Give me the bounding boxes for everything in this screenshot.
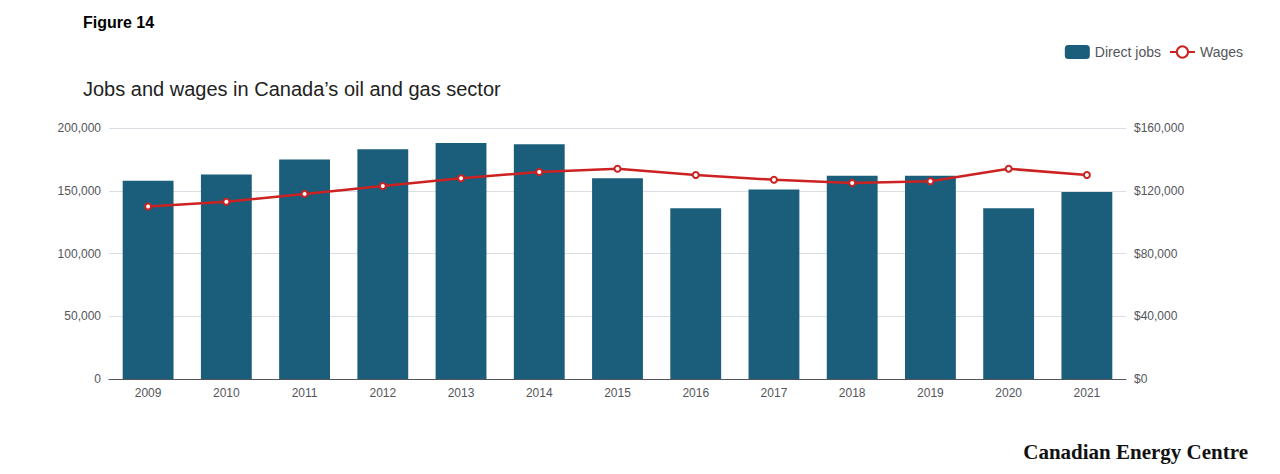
svg-text:200,000: 200,000 xyxy=(58,121,102,135)
svg-text:0: 0 xyxy=(94,372,101,386)
svg-text:2017: 2017 xyxy=(761,386,788,400)
svg-text:100,000: 100,000 xyxy=(58,247,102,261)
svg-text:$0: $0 xyxy=(1134,372,1148,386)
svg-text:2014: 2014 xyxy=(526,386,553,400)
svg-text:2015: 2015 xyxy=(604,386,631,400)
svg-text:2009: 2009 xyxy=(135,386,162,400)
svg-text:$40,000: $40,000 xyxy=(1134,309,1178,323)
svg-text:2012: 2012 xyxy=(369,386,396,400)
svg-text:Canadian Energy Centre: Canadian Energy Centre xyxy=(1023,440,1248,464)
svg-text:Direct jobs: Direct jobs xyxy=(1095,44,1161,60)
svg-text:$80,000: $80,000 xyxy=(1134,247,1178,261)
svg-text:Figure 14: Figure 14 xyxy=(83,14,154,31)
svg-text:2020: 2020 xyxy=(995,386,1022,400)
svg-text:Wages: Wages xyxy=(1200,44,1243,60)
svg-text:2021: 2021 xyxy=(1074,386,1101,400)
svg-text:150,000: 150,000 xyxy=(58,184,102,198)
svg-text:$120,000: $120,000 xyxy=(1134,184,1184,198)
svg-text:2019: 2019 xyxy=(917,386,944,400)
svg-text:50,000: 50,000 xyxy=(64,309,101,323)
svg-text:2016: 2016 xyxy=(682,386,709,400)
svg-text:$160,000: $160,000 xyxy=(1134,121,1184,135)
svg-text:2013: 2013 xyxy=(448,386,475,400)
svg-text:2018: 2018 xyxy=(839,386,866,400)
svg-text:2010: 2010 xyxy=(213,386,240,400)
svg-text:Jobs and wages in Canada’s oil: Jobs and wages in Canada’s oil and gas s… xyxy=(83,78,501,100)
svg-text:2011: 2011 xyxy=(292,386,318,400)
